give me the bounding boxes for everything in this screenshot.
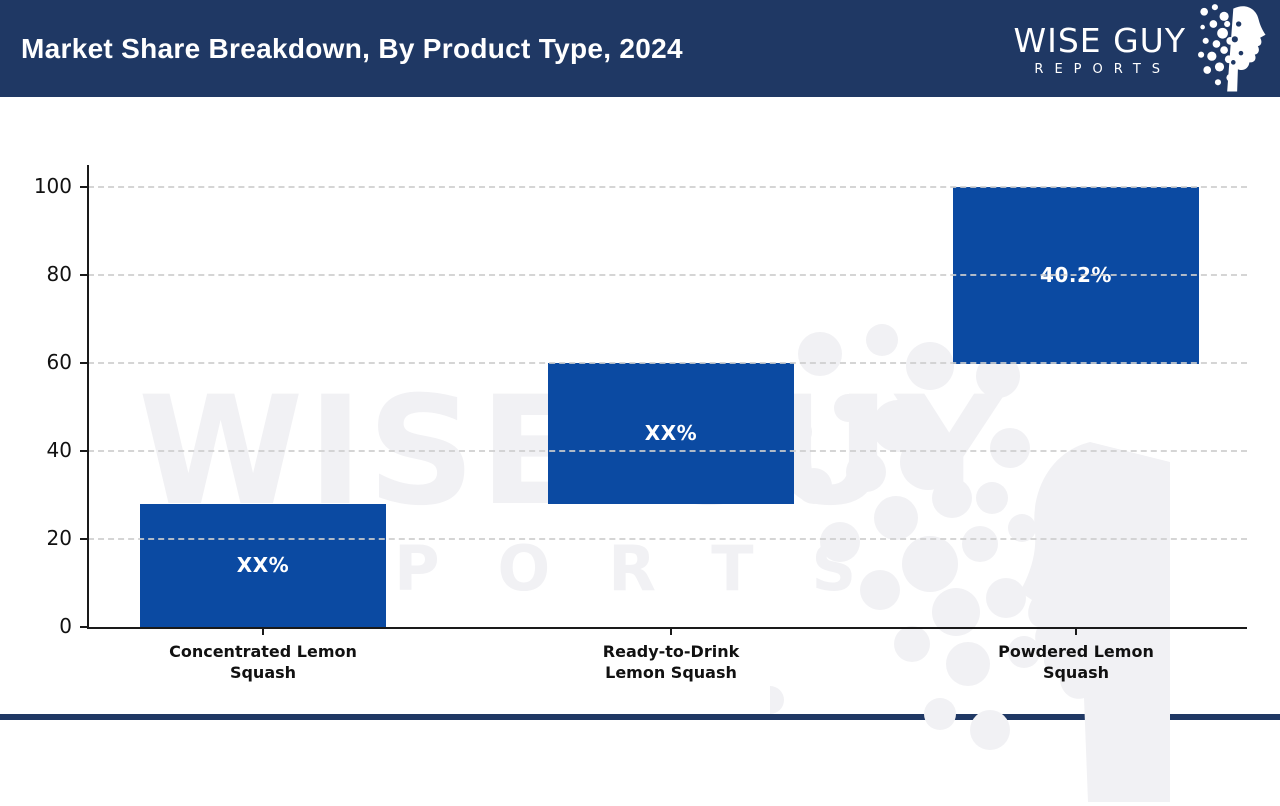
footer-accent-bar	[0, 714, 1280, 720]
x-tick-label: Powdered Lemon Squash	[998, 642, 1154, 682]
y-tick-mark	[80, 186, 88, 188]
y-tick-mark	[80, 450, 88, 452]
bar-segment: XX%	[548, 363, 794, 504]
y-tick-label: 0	[59, 614, 72, 638]
watermark-dotted-face-icon	[756, 322, 1170, 806]
chart-area: WISE GUY REPORTS 0 20 40 60 80 100 XX% XX% 40.2%…	[0, 97, 1280, 802]
y-tick-mark	[80, 626, 88, 628]
bar-value-label: XX%	[644, 421, 698, 446]
gridline	[88, 450, 1247, 452]
bar-segment: XX%	[140, 503, 386, 627]
gridline	[88, 186, 1247, 188]
y-axis-line	[87, 165, 89, 629]
logo-text: WISE GUY REPORTS	[1013, 21, 1186, 77]
logo-wordmark: WISE GUY	[1013, 20, 1186, 60]
bar-value-label: XX%	[236, 553, 290, 578]
x-tick-mark	[670, 627, 672, 635]
y-tick-mark	[80, 538, 88, 540]
x-axis-line	[87, 627, 1247, 629]
header-banner: Market Share Breakdown, By Product Type,…	[0, 0, 1280, 97]
x-tick-label: Concentrated Lemon Squash	[169, 642, 357, 682]
gridline	[88, 538, 1247, 540]
y-tick-mark	[80, 274, 88, 276]
gridline	[88, 362, 1247, 364]
page-title: Market Share Breakdown, By Product Type,…	[21, 32, 683, 64]
y-tick-label: 80	[46, 262, 72, 286]
y-tick-label: 40	[46, 438, 72, 462]
x-tick-mark	[262, 627, 264, 635]
x-tick-label: Ready-to-Drink Lemon Squash	[602, 642, 740, 682]
y-tick-label: 60	[46, 350, 72, 374]
y-tick-label: 20	[46, 526, 72, 550]
x-tick-mark	[1075, 627, 1077, 635]
logo-subtitle: REPORTS	[1034, 61, 1172, 77]
dotted-face-icon	[1188, 1, 1274, 97]
wise-guy-reports-logo: WISE GUY REPORTS	[1013, 1, 1274, 97]
y-tick-label: 100	[33, 174, 72, 198]
gridline	[88, 274, 1247, 276]
y-tick-mark	[80, 362, 88, 364]
